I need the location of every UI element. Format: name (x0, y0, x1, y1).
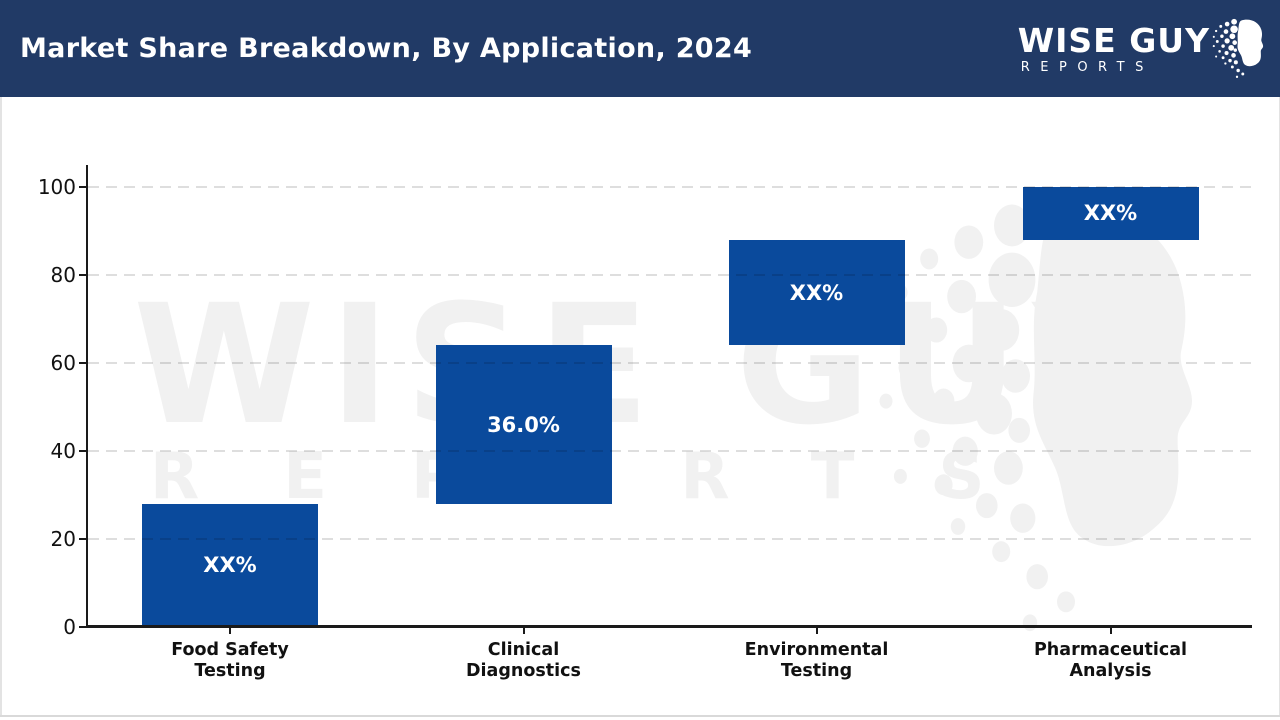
bottom-divider (0, 715, 1280, 717)
y-axis-tick (79, 186, 86, 188)
chart-title: Market Share Breakdown, By Application, … (20, 33, 753, 64)
x-axis-category-label: Clinical Diagnostics (466, 640, 581, 681)
logo-wordmark-bottom: REPORTS (1020, 60, 1154, 75)
bar-value-label: XX% (203, 553, 257, 578)
gridline-60 (88, 362, 1252, 364)
bar-value-label: XX% (1083, 201, 1138, 226)
gridline-40 (88, 450, 1252, 452)
bar-value-label: 36.0% (487, 412, 560, 437)
chart-canvas: WISE GUY REPORTS XX%36.0%XX%XX%020406080… (0, 97, 1280, 716)
header-bar: Market Share Breakdown, By Application, … (0, 0, 1280, 97)
y-axis-tick-label: 60 (50, 351, 76, 375)
x-axis-tick (815, 627, 818, 634)
x-axis-tick (1109, 627, 1112, 634)
x-axis-category-label: Pharmaceutical Analysis (1033, 640, 1187, 681)
x-axis-tick (522, 627, 525, 634)
bar-environmental-testing: XX% (728, 239, 905, 346)
x-axis-category-label: Environmental Testing (744, 640, 889, 681)
y-axis-tick-label: 0 (63, 615, 76, 639)
x-axis (86, 625, 1252, 628)
y-axis-tick (79, 626, 86, 628)
y-axis (86, 165, 88, 627)
y-axis-tick-label: 80 (50, 263, 76, 287)
gridline-20 (88, 538, 1252, 540)
bar-food-safety-testing: XX% (142, 503, 318, 627)
bar-pharmaceutical-analysis: XX% (1022, 187, 1199, 240)
gridline-80 (88, 274, 1252, 276)
x-axis-category-label: Food Safety Testing (171, 640, 289, 681)
left-border (0, 97, 2, 717)
bar-value-label: XX% (789, 280, 844, 305)
gridline-100 (88, 186, 1252, 188)
y-axis-tick (79, 362, 86, 364)
y-axis-tick (79, 450, 86, 452)
brand-logo: WISE GUY REPORTS (1018, 8, 1266, 90)
y-axis-tick-label: 20 (50, 527, 76, 551)
logo-wordmark-top: WISE GUY (1017, 21, 1210, 60)
right-border (1278, 97, 1280, 717)
y-axis-tick-label: 100 (37, 175, 76, 199)
x-axis-tick (229, 627, 231, 634)
y-axis-tick (79, 274, 86, 276)
bar-clinical-diagnostics: 36.0% (435, 345, 612, 504)
logo-wordmark: WISE GUY REPORTS (1018, 24, 1210, 74)
y-axis-tick-label: 40 (50, 439, 76, 463)
y-axis-tick (79, 538, 86, 540)
